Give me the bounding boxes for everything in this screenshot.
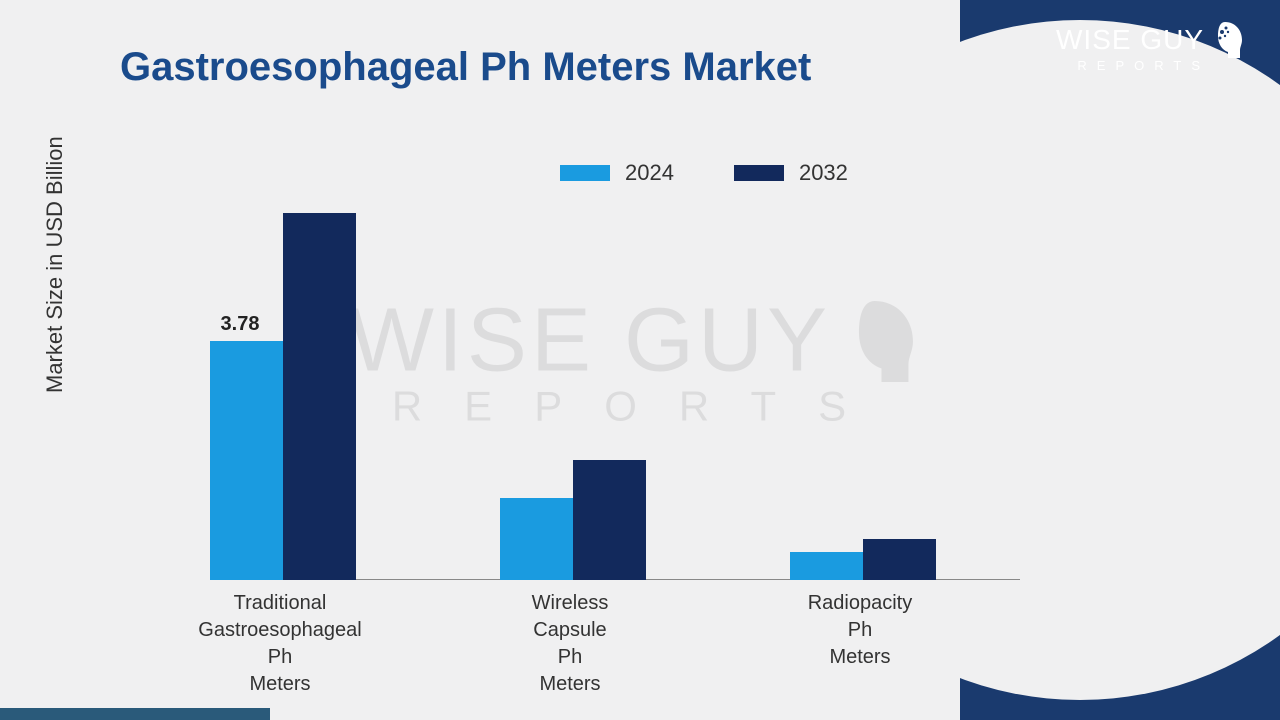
bar-2024 bbox=[500, 498, 573, 580]
legend-swatch-2024 bbox=[560, 165, 610, 181]
logo-main-text: WISE GUY bbox=[1056, 24, 1204, 56]
legend-item-2032: 2032 bbox=[734, 160, 848, 186]
legend-label-2032: 2032 bbox=[799, 160, 848, 186]
bar-2024: 3.78 bbox=[210, 341, 283, 580]
legend: 2024 2032 bbox=[560, 160, 848, 186]
x-axis-label: WirelessCapsulePhMeters bbox=[495, 590, 645, 698]
bar-2032 bbox=[863, 539, 936, 580]
bottom-accent-bar bbox=[0, 708, 270, 720]
chart-title: Gastroesophageal Ph Meters Market bbox=[120, 45, 811, 90]
head-icon bbox=[1210, 20, 1250, 60]
legend-item-2024: 2024 bbox=[560, 160, 674, 186]
logo-main: WISE GUY bbox=[1056, 20, 1250, 60]
bar-group: 3.78 bbox=[210, 213, 356, 580]
x-axis-label: RadiopacityPhMeters bbox=[770, 590, 950, 671]
y-axis-label: Market Size in USD Billion bbox=[42, 136, 68, 393]
logo: WISE GUY REPORTS bbox=[1056, 20, 1250, 73]
bar-group bbox=[790, 539, 936, 580]
logo-sub-text: REPORTS bbox=[1056, 58, 1250, 73]
bar-group bbox=[500, 460, 646, 580]
bar-2032 bbox=[283, 213, 356, 580]
bar-2024 bbox=[790, 552, 863, 581]
bar-value-label: 3.78 bbox=[200, 313, 280, 336]
chart-area: 3.78TraditionalGastroesophagealPhMetersW… bbox=[110, 200, 920, 580]
bar-2032 bbox=[573, 460, 646, 580]
legend-label-2024: 2024 bbox=[625, 160, 674, 186]
legend-swatch-2032 bbox=[734, 165, 784, 181]
x-axis-label: TraditionalGastroesophagealPhMeters bbox=[180, 590, 380, 698]
